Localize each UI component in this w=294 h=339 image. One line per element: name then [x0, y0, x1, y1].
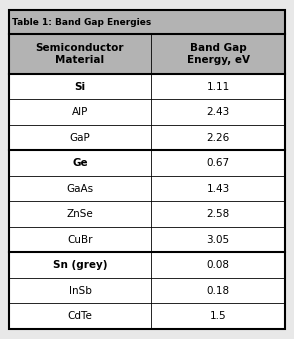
Text: 0.08: 0.08	[207, 260, 230, 270]
Text: 2.26: 2.26	[207, 133, 230, 143]
Bar	[9, 201, 151, 227]
Bar	[9, 151, 151, 176]
Text: CuBr: CuBr	[67, 235, 93, 245]
Text: GaP: GaP	[70, 133, 90, 143]
Text: InSb: InSb	[69, 285, 91, 296]
Bar	[9, 10, 285, 34]
Text: 2.43: 2.43	[207, 107, 230, 117]
Bar	[151, 176, 285, 201]
Bar	[9, 74, 151, 99]
Text: 1.5: 1.5	[210, 311, 226, 321]
Bar	[151, 74, 285, 99]
Bar	[151, 278, 285, 303]
Text: 3.05: 3.05	[207, 235, 230, 245]
Text: 1.43: 1.43	[207, 184, 230, 194]
Bar	[9, 125, 151, 151]
Bar	[9, 34, 151, 74]
Text: GaAs: GaAs	[66, 184, 93, 194]
Text: ZnSe: ZnSe	[67, 209, 93, 219]
Text: 1.11: 1.11	[207, 82, 230, 92]
Text: 0.67: 0.67	[207, 158, 230, 168]
Bar	[9, 303, 151, 329]
Bar	[151, 125, 285, 151]
Bar	[9, 252, 151, 278]
Text: 2.58: 2.58	[207, 209, 230, 219]
Bar	[9, 176, 151, 201]
Bar	[151, 303, 285, 329]
Text: Si: Si	[74, 82, 86, 92]
Text: 0.18: 0.18	[207, 285, 230, 296]
Text: Ge: Ge	[72, 158, 88, 168]
Bar	[151, 201, 285, 227]
Bar	[151, 34, 285, 74]
Bar	[151, 99, 285, 125]
Bar	[151, 227, 285, 252]
Bar	[151, 252, 285, 278]
Text: Semiconductor
Material: Semiconductor Material	[36, 43, 124, 65]
Bar	[9, 278, 151, 303]
Text: AlP: AlP	[72, 107, 88, 117]
Bar	[9, 99, 151, 125]
Bar	[151, 151, 285, 176]
Text: Band Gap
Energy, eV: Band Gap Energy, eV	[187, 43, 250, 65]
Text: CdTe: CdTe	[68, 311, 92, 321]
Bar	[9, 227, 151, 252]
Text: Table 1: Band Gap Energies: Table 1: Band Gap Energies	[12, 18, 152, 27]
Text: Sn (grey): Sn (grey)	[53, 260, 107, 270]
